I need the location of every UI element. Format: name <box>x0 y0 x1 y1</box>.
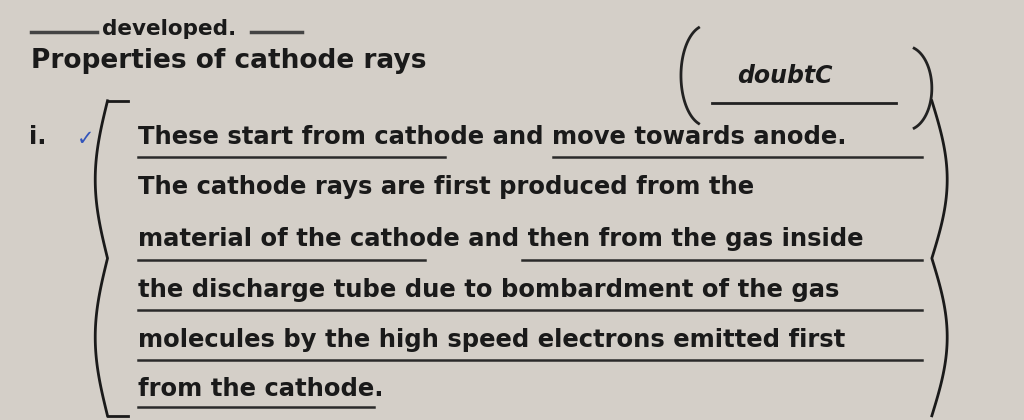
Text: These start from cathode and move towards anode.: These start from cathode and move toward… <box>138 124 847 149</box>
Text: the discharge tube due to bombardment of the gas: the discharge tube due to bombardment of… <box>138 278 840 302</box>
Text: Properties of cathode rays: Properties of cathode rays <box>31 48 426 74</box>
Text: developed.: developed. <box>102 19 237 39</box>
Text: molecules by the high speed electrons emitted first: molecules by the high speed electrons em… <box>138 328 846 352</box>
Text: doubtC: doubtC <box>737 63 833 88</box>
Text: i.: i. <box>29 124 46 149</box>
Text: from the cathode.: from the cathode. <box>138 376 384 401</box>
Text: The cathode rays are first produced from the: The cathode rays are first produced from… <box>138 175 755 199</box>
Text: material of the cathode and then from the gas inside: material of the cathode and then from th… <box>138 227 863 252</box>
Text: ✓: ✓ <box>77 129 94 150</box>
